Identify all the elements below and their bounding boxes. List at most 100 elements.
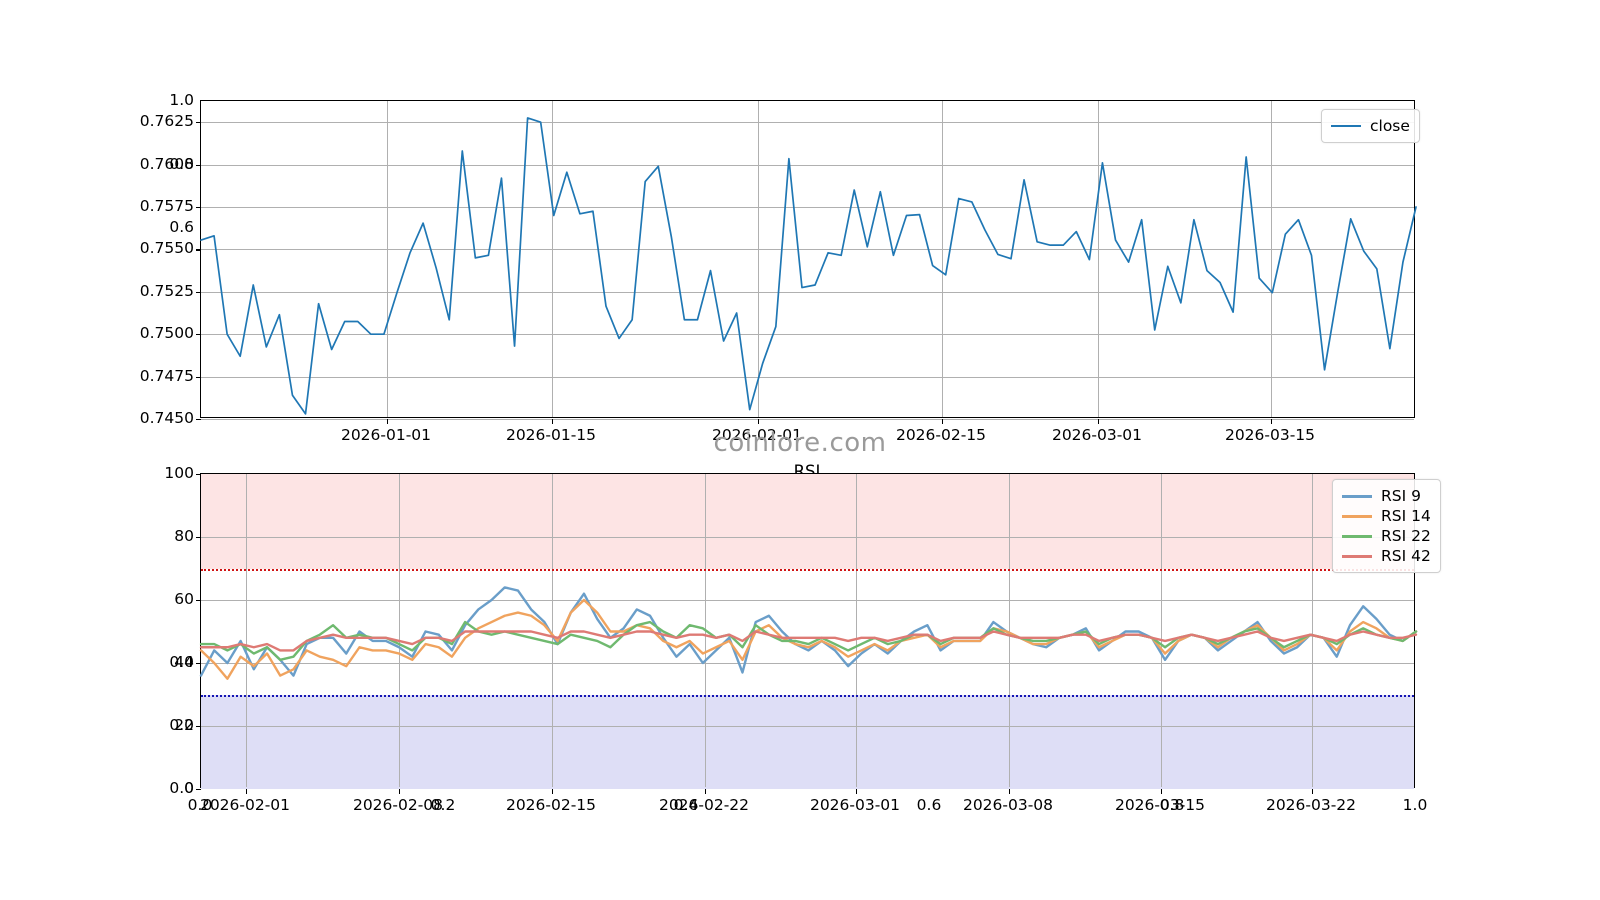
rsi-y-tick-label: 0 (184, 779, 194, 797)
tick-mark (196, 726, 201, 728)
legend-label: RSI 14 (1381, 507, 1431, 525)
tick-mark (196, 663, 201, 665)
gridline-vertical (246, 474, 247, 787)
rsi-x-overlay-tick-label: 0.6 (916, 796, 942, 814)
price-y-tick-label: 0.7475 (139, 366, 194, 385)
tick-mark (387, 419, 389, 424)
tick-mark (246, 789, 248, 794)
rsi-y-tick-label: 40 (174, 653, 194, 671)
legend-color-swatch (1342, 494, 1372, 498)
gridline-horizontal (201, 376, 1414, 378)
watermark-coinlore: coinlore.com (713, 428, 887, 458)
price-y-overlay-tick-label: 1.0 (169, 91, 194, 109)
gridline-horizontal (201, 207, 1414, 208)
price-y-tick-label: 0.7450 (139, 409, 194, 427)
tick-mark (552, 789, 554, 794)
legend-item[interactable]: close (1331, 116, 1410, 136)
gridline-vertical (399, 474, 400, 787)
rsi-line-rsi-14 (199, 598, 1418, 680)
tick-mark (758, 419, 760, 424)
rsi-y-overlay-tick-label: 0.4 (169, 653, 194, 671)
rsi-y-tick-label: 100 (164, 464, 194, 482)
rsi-x-tick-label: 2026-03-08 (962, 796, 1054, 814)
gridline-vertical (1271, 101, 1272, 417)
legend-label: RSI 9 (1381, 487, 1421, 505)
tick-mark (399, 789, 401, 794)
overbought-band (201, 474, 1414, 569)
gridline-vertical (758, 101, 759, 417)
legend-label: RSI 42 (1381, 547, 1431, 565)
price-y-tick-label: 0.7625 (139, 112, 194, 131)
price-x-tick-label: 2026-01-15 (505, 426, 597, 444)
legend-item[interactable]: RSI 22 (1342, 526, 1431, 546)
tick-mark (196, 600, 201, 602)
tick-mark (552, 419, 554, 424)
gridline-horizontal (201, 249, 1414, 251)
price-y-tick-label: 0.7575 (139, 197, 194, 215)
rsi-y-tick-label: 20 (174, 716, 194, 734)
price-x-tick-label: 2026-02-01 (711, 426, 803, 444)
gridline-horizontal (201, 419, 1414, 420)
tick-mark (196, 207, 201, 209)
tick-mark (196, 164, 201, 166)
rsi-x-tick-label: 2026-02-01 (199, 796, 291, 814)
tick-mark (196, 474, 201, 476)
legend-label: close (1370, 117, 1410, 135)
rsi-line-plot (199, 586, 1418, 680)
rsi-x-overlay-tick-label: 1.0 (1402, 796, 1428, 814)
rsi-x-tick-label: 2026-02-22 (658, 796, 750, 814)
tick-mark (1271, 419, 1273, 424)
gridline-vertical (942, 101, 943, 417)
tick-mark (1098, 419, 1100, 424)
rsi-x-overlay-tick-label: 0.2 (430, 796, 456, 814)
rsi-x-tick-label: 2026-03-01 (809, 796, 901, 814)
rsi-line-rsi-22 (199, 620, 1418, 662)
gridline-vertical (1312, 474, 1313, 787)
price-line-plot (200, 117, 1417, 415)
rsi-x-overlay-tick-label: 0.8 (1159, 796, 1185, 814)
price-legend: close (1321, 109, 1420, 143)
legend-color-swatch (1331, 125, 1361, 127)
gridline-vertical (1098, 101, 1099, 417)
tick-mark (196, 789, 201, 791)
rsi-line-rsi-42 (199, 630, 1418, 652)
price-y-overlay-tick-label: 0.6 (169, 218, 194, 237)
tick-mark (196, 291, 201, 294)
legend-color-swatch (1342, 554, 1372, 558)
price-chart-axes (196, 100, 1417, 424)
gridline-vertical (387, 101, 388, 417)
gridline-horizontal (201, 726, 1414, 727)
rsi-x-tick-label: 2026-03-15 (1114, 796, 1206, 814)
gridline-horizontal (201, 164, 1414, 166)
price-y-overlay-tick-label: 0.8 (169, 154, 194, 173)
rsi-chart-axes (196, 473, 1418, 794)
tick-mark (196, 419, 201, 421)
rsi-y-overlay-tick-label: 0.0 (169, 779, 194, 797)
rsi-x-tick-label: 2026-03-22 (1265, 796, 1357, 814)
tick-mark (196, 334, 201, 336)
oversold-threshold-line (201, 694, 1414, 697)
gridline-horizontal (201, 537, 1414, 538)
legend-label: RSI 22 (1381, 527, 1431, 545)
price-y-tick-label: 0.7600 (139, 154, 194, 173)
legend-item[interactable]: RSI 14 (1342, 506, 1431, 526)
legend-item[interactable]: RSI 42 (1342, 546, 1431, 566)
legend-color-swatch (1342, 534, 1372, 538)
tick-mark (1009, 789, 1011, 794)
tick-mark (705, 789, 707, 794)
rsi-y-tick-label: 80 (174, 527, 194, 545)
gridline-horizontal (201, 122, 1414, 124)
oversold-band (201, 694, 1414, 789)
price-y-tick-label: 0.7500 (139, 324, 194, 343)
tick-mark (942, 419, 944, 424)
gridline-horizontal (201, 600, 1414, 601)
legend-color-swatch (1342, 514, 1372, 518)
tick-mark (196, 249, 201, 251)
rsi-line-rsi-9 (199, 586, 1418, 677)
gridline-vertical (1161, 474, 1162, 787)
rsi-x-tick-label: 2026-02-08 (352, 796, 444, 814)
close-price-line (200, 117, 1417, 415)
legend-item[interactable]: RSI 9 (1342, 486, 1431, 506)
rsi-x-overlay-tick-label: 0.0 (187, 796, 213, 814)
